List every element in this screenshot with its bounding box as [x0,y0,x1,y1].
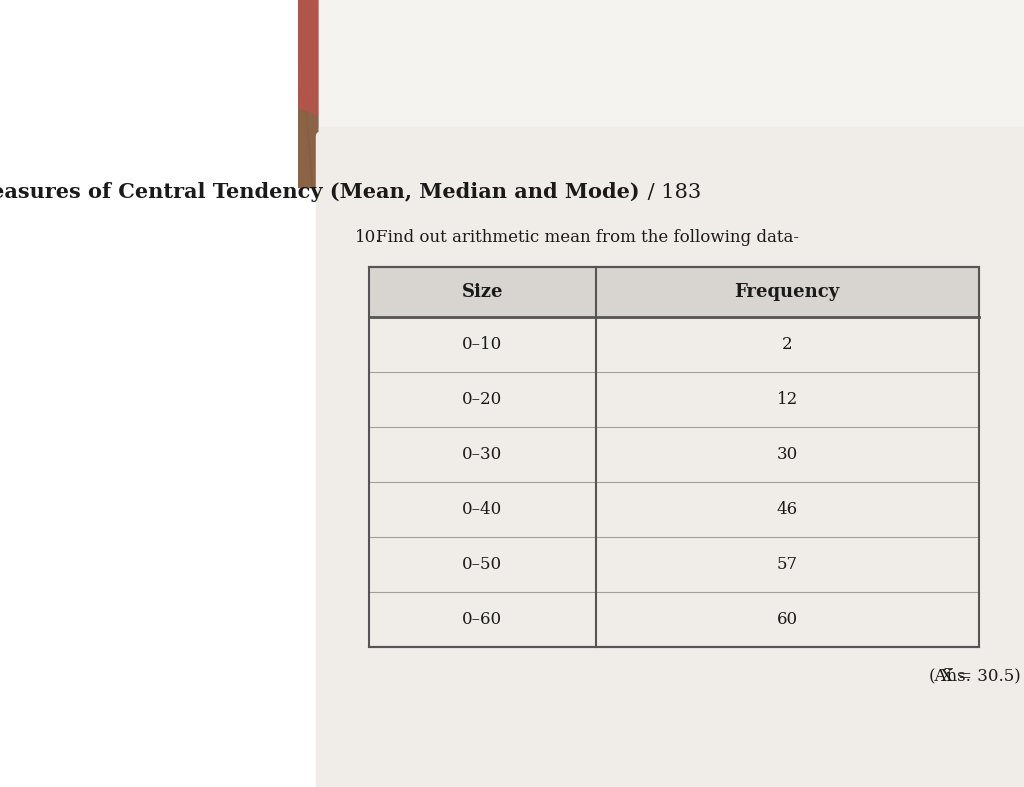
Polygon shape [319,0,1024,787]
Text: 0–50: 0–50 [462,556,503,573]
Text: 57: 57 [776,556,798,573]
Text: 46: 46 [776,501,798,518]
Text: Frequency: Frequency [734,283,840,301]
Text: / 183: / 183 [641,183,701,201]
Polygon shape [298,0,440,137]
Text: 2: 2 [782,336,793,353]
Text: 0–60: 0–60 [462,611,503,628]
Text: 0–30: 0–30 [462,446,503,463]
Text: 10.: 10. [354,228,381,246]
Polygon shape [404,0,546,127]
Bar [298,0,1024,187]
Text: (Ans.: (Ans. [929,668,972,685]
Text: 0–40: 0–40 [462,501,503,518]
Text: Find out arithmetic mean from the following data-: Find out arithmetic mean from the follow… [376,228,799,246]
Text: 30: 30 [776,446,798,463]
Text: Size: Size [462,283,503,301]
Bar [369,267,979,317]
Text: Measures of Central Tendency (Mean, Median and Mode): Measures of Central Tendency (Mean, Medi… [0,182,640,202]
Text: 60: 60 [776,611,798,628]
Text: X̅ = 30.5): X̅ = 30.5) [941,668,1021,685]
Text: 0–10: 0–10 [462,336,503,353]
Text: 12: 12 [776,391,798,408]
Bar [369,267,979,647]
Text: 0–20: 0–20 [462,391,503,408]
FancyBboxPatch shape [315,132,1024,787]
Bar [319,127,1024,787]
